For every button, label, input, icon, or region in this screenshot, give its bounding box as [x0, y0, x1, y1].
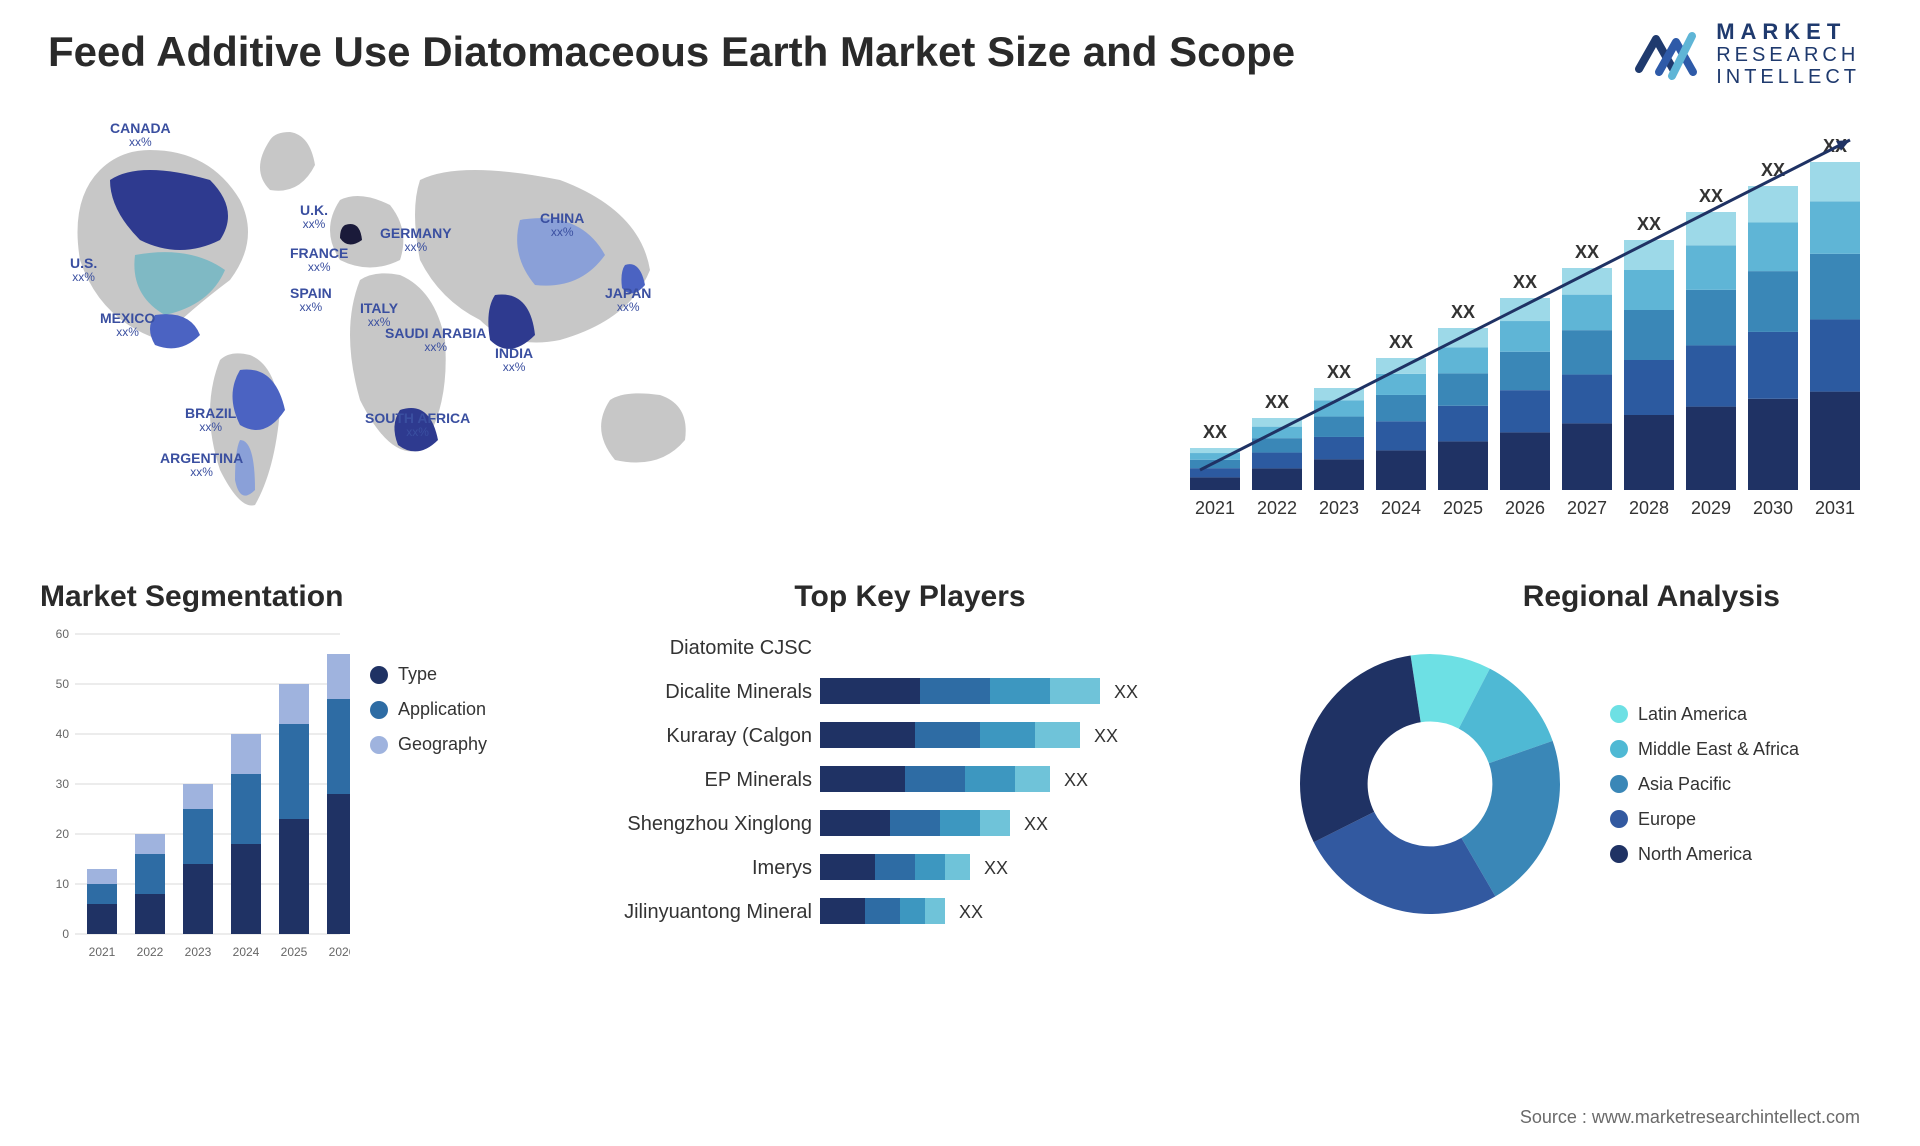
svg-text:XX: XX	[1637, 214, 1661, 234]
svg-text:2023: 2023	[1319, 498, 1359, 518]
map-label: SPAINxx%	[290, 285, 332, 315]
svg-text:2025: 2025	[1443, 498, 1483, 518]
svg-text:2026: 2026	[1505, 498, 1545, 518]
svg-text:XX: XX	[959, 902, 983, 922]
svg-text:XX: XX	[984, 858, 1008, 878]
map-label: SOUTH AFRICAxx%	[365, 410, 470, 440]
segmentation-chart: 0 10 20 30 40 50 60 2021 2022 2023 2024 2025 2026	[40, 624, 350, 964]
svg-text:XX: XX	[1513, 272, 1537, 292]
legend-item: Middle East & Africa	[1610, 739, 1799, 760]
svg-text:2028: 2028	[1629, 498, 1669, 518]
svg-text:XX: XX	[1451, 302, 1475, 322]
svg-text:10: 10	[56, 877, 70, 891]
svg-text:Diatomite CJSC: Diatomite CJSC	[670, 637, 812, 659]
logo-line1: MARKET	[1716, 20, 1860, 44]
map-label: FRANCExx%	[290, 245, 348, 275]
legend-item: Europe	[1610, 809, 1799, 830]
regional-donut	[1280, 634, 1580, 934]
page-title: Feed Additive Use Diatomaceous Earth Mar…	[48, 28, 1295, 76]
svg-text:2024: 2024	[1381, 498, 1421, 518]
svg-text:XX: XX	[1699, 186, 1723, 206]
map-label: CANADAxx%	[110, 120, 171, 150]
map-label: SAUDI ARABIAxx%	[385, 325, 486, 355]
map-label: JAPANxx%	[605, 285, 651, 315]
segmentation-legend: Type Application Geography	[370, 664, 487, 964]
players-chart: Diatomite CJSC Dicalite Minerals XX Kuraray…	[620, 624, 1200, 984]
svg-text:Jilinyuantong Mineral: Jilinyuantong Mineral	[624, 901, 812, 923]
regional-title: Regional Analysis	[1280, 580, 1860, 614]
segmentation-section: Market Segmentation 0 10 20 30 40 50 60 2021 202…	[40, 580, 560, 1000]
svg-text:2031: 2031	[1815, 498, 1855, 518]
svg-text:2024: 2024	[233, 945, 260, 959]
map-label: INDIAxx%	[495, 345, 533, 375]
svg-text:30: 30	[56, 777, 70, 791]
svg-text:EP Minerals: EP Minerals	[705, 769, 812, 791]
players-section: Top Key Players Diatomite CJSC Dicalite M…	[620, 580, 1200, 1000]
legend-item: Application	[370, 699, 487, 720]
segmentation-title: Market Segmentation	[40, 580, 560, 614]
brand-logo: MARKET RESEARCH INTELLECT	[1634, 20, 1860, 88]
svg-text:2025: 2025	[281, 945, 308, 959]
regional-legend: Latin America Middle East & Africa Asia Pa…	[1610, 704, 1799, 865]
source-text: Source : www.marketresearchintellect.com	[1520, 1107, 1860, 1128]
svg-text:2029: 2029	[1691, 498, 1731, 518]
legend-item: Geography	[370, 734, 487, 755]
svg-text:XX: XX	[1094, 726, 1118, 746]
svg-text:2022: 2022	[137, 945, 164, 959]
legend-item: Latin America	[1610, 704, 1799, 725]
svg-text:XX: XX	[1203, 422, 1227, 442]
svg-text:60: 60	[56, 627, 70, 641]
svg-text:XX: XX	[1389, 332, 1413, 352]
svg-text:20: 20	[56, 827, 70, 841]
svg-text:XX: XX	[1327, 362, 1351, 382]
growth-bar-chart: XX 2021 XX 2022 XX 2023 XX 2024 XX 2025 XX 2026 XX 20…	[1160, 110, 1860, 530]
svg-text:0: 0	[62, 927, 69, 941]
svg-text:XX: XX	[1265, 392, 1289, 412]
legend-item: North America	[1610, 844, 1799, 865]
svg-text:XX: XX	[1761, 160, 1785, 180]
map-label: U.S.xx%	[70, 255, 97, 285]
svg-text:Shengzhou Xinglong: Shengzhou Xinglong	[627, 813, 812, 835]
map-label: U.K.xx%	[300, 202, 328, 232]
svg-text:2030: 2030	[1753, 498, 1793, 518]
svg-text:2022: 2022	[1257, 498, 1297, 518]
svg-text:2021: 2021	[1195, 498, 1235, 518]
svg-text:XX: XX	[1575, 242, 1599, 262]
legend-item: Asia Pacific	[1610, 774, 1799, 795]
svg-text:Kuraray (Calgon: Kuraray (Calgon	[666, 725, 812, 747]
map-label: GERMANYxx%	[380, 225, 452, 255]
svg-text:2023: 2023	[185, 945, 212, 959]
logo-icon	[1634, 24, 1704, 84]
svg-text:Dicalite Minerals: Dicalite Minerals	[665, 681, 812, 703]
regional-section: Regional Analysis Latin America Middle Ea…	[1280, 580, 1860, 1000]
svg-text:XX: XX	[1064, 770, 1088, 790]
map-label: CHINAxx%	[540, 210, 584, 240]
map-label: MEXICOxx%	[100, 310, 155, 340]
players-title: Top Key Players	[620, 580, 1200, 614]
map-label: ARGENTINAxx%	[160, 450, 243, 480]
logo-text: MARKET RESEARCH INTELLECT	[1716, 20, 1860, 88]
growth-chart-section: XX 2021 XX 2022 XX 2023 XX 2024 XX 2025 XX 2026 XX 20…	[1160, 110, 1860, 530]
map-label: BRAZILxx%	[185, 405, 236, 435]
svg-text:2021: 2021	[89, 945, 116, 959]
logo-line3: INTELLECT	[1716, 66, 1860, 88]
svg-text:2026: 2026	[329, 945, 350, 959]
svg-text:40: 40	[56, 727, 70, 741]
logo-line2: RESEARCH	[1716, 44, 1860, 66]
svg-text:2027: 2027	[1567, 498, 1607, 518]
svg-text:50: 50	[56, 677, 70, 691]
svg-text:Imerys: Imerys	[752, 857, 812, 879]
svg-text:XX: XX	[1024, 814, 1048, 834]
legend-item: Type	[370, 664, 487, 685]
svg-text:XX: XX	[1114, 682, 1138, 702]
world-map-section: CANADAxx% U.S.xx%MEXICOxx% BRAZILxx% ARGENT…	[40, 110, 760, 530]
